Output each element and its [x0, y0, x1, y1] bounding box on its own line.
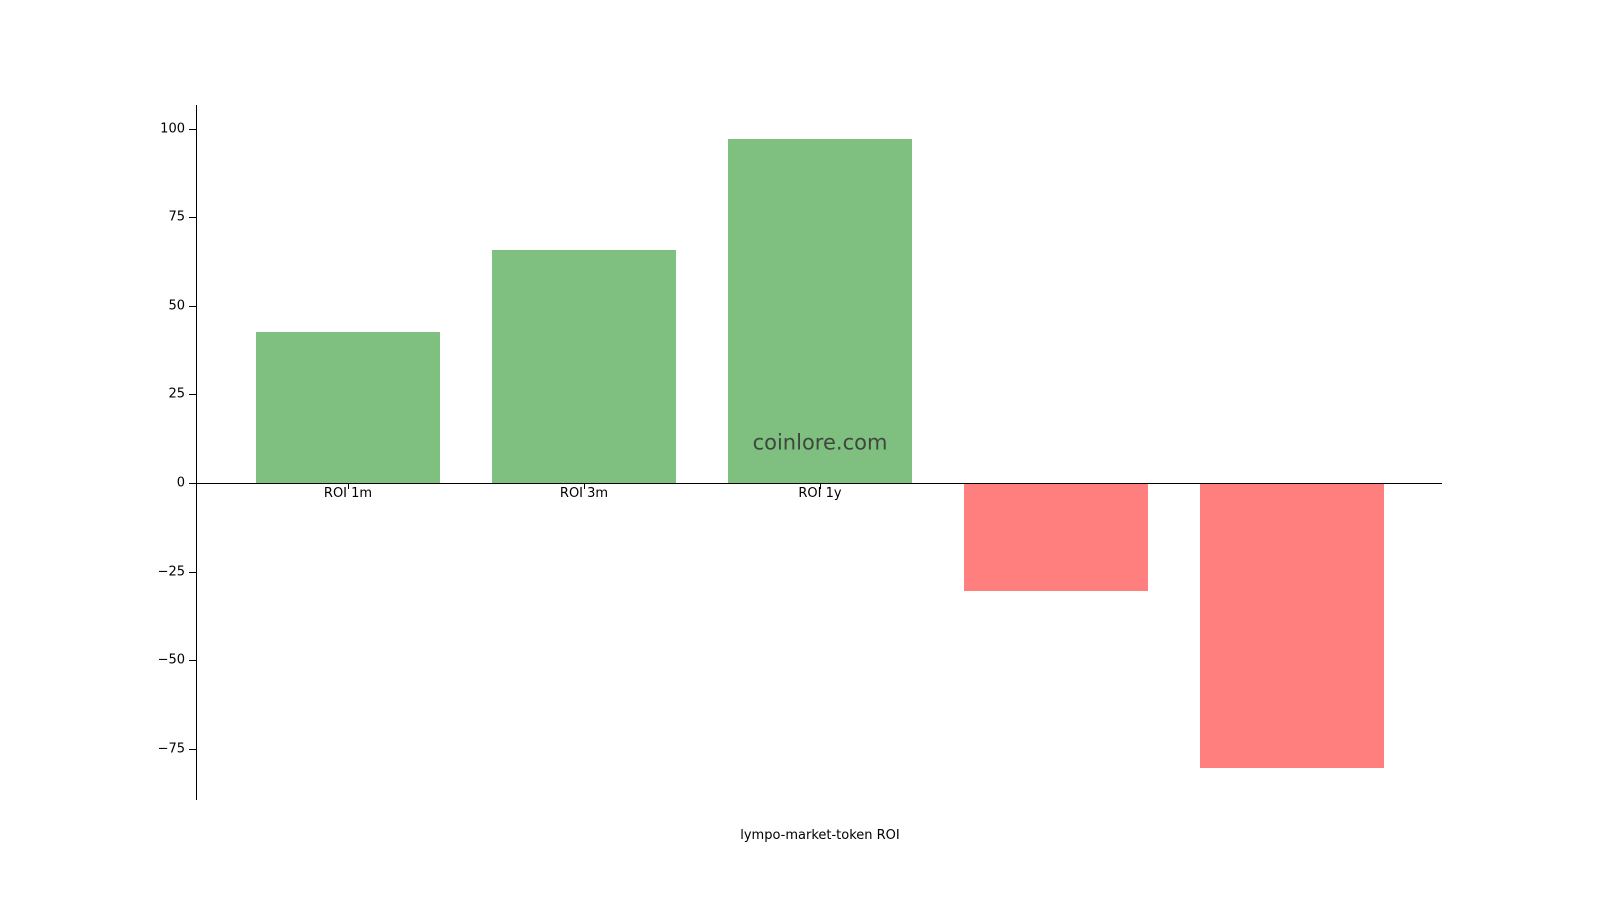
y-tick-label: 100 [160, 121, 185, 137]
y-tick-mark [189, 749, 196, 750]
y-tick-label: 50 [168, 298, 185, 314]
bar [1200, 482, 1384, 769]
y-tick-label: 75 [168, 209, 185, 225]
x-tick-mark [348, 483, 349, 489]
y-tick-mark [189, 217, 196, 218]
y-tick-label: 0 [176, 475, 185, 491]
bar [728, 138, 912, 483]
y-axis-spine [196, 105, 197, 800]
y-tick-mark [189, 483, 196, 484]
y-tick-label: −50 [157, 652, 185, 668]
x-tick-label: ROI 1m [323, 486, 373, 501]
y-tick-mark [189, 129, 196, 130]
bar [256, 332, 440, 483]
bar [492, 249, 676, 483]
x-tick-mark [820, 483, 821, 489]
y-tick-mark [189, 306, 196, 307]
y-tick-mark [189, 394, 196, 395]
x-axis-zero-line [196, 483, 1442, 484]
watermark-text: coinlore.com [752, 430, 888, 455]
chart-title: lympo-market-token ROI [740, 828, 900, 843]
y-tick-label: −75 [157, 741, 185, 757]
x-tick-label: ROI 3m [559, 486, 609, 501]
x-tick-mark [584, 483, 585, 489]
y-tick-mark [189, 660, 196, 661]
x-tick-label: ROI 1y [798, 486, 842, 501]
bar [964, 482, 1148, 592]
y-tick-label: 25 [168, 386, 185, 402]
y-tick-label: −25 [157, 564, 185, 580]
y-tick-mark [189, 572, 196, 573]
